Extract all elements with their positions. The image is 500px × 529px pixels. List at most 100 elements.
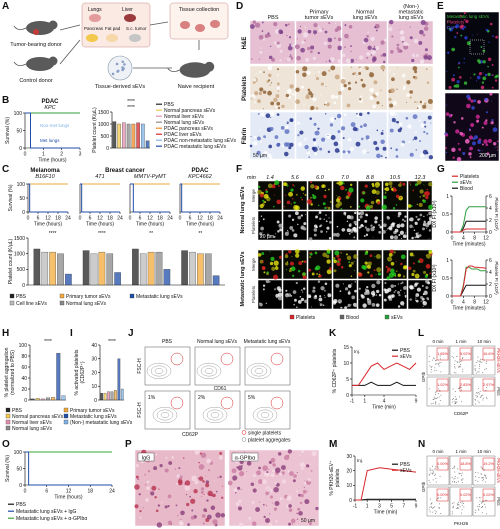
- micrograph-texture: [381, 129, 384, 132]
- flow-event: [429, 506, 431, 508]
- y-tick-label: 10: [91, 384, 97, 390]
- micrograph-texture: [367, 271, 370, 274]
- micrograph-texture: [362, 149, 367, 154]
- micrograph-texture: [262, 38, 265, 41]
- micrograph-texture: [482, 76, 487, 81]
- micrograph-texture: [349, 215, 354, 220]
- micrograph-texture: [409, 298, 412, 301]
- micrograph-texture: [325, 102, 328, 105]
- micrograph-texture: [292, 290, 297, 294]
- panel-letter: P: [125, 439, 132, 450]
- label: ****: [108, 339, 116, 345]
- micrograph-texture: [354, 289, 357, 293]
- micrograph-texture: [359, 125, 363, 129]
- label: 20 µm: [260, 234, 274, 240]
- micrograph-texture: [266, 195, 269, 199]
- micrograph-texture: [262, 231, 264, 233]
- micrograph-texture: [326, 226, 330, 230]
- micrograph-texture: [491, 63, 494, 66]
- micrograph-texture: [376, 153, 381, 159]
- micrograph-texture: [400, 237, 403, 240]
- flow-event: [475, 392, 477, 394]
- micrograph-texture: [456, 80, 460, 84]
- micrograph-texture: [278, 255, 282, 259]
- micrograph-texture: [266, 471, 269, 474]
- micrograph-texture: [423, 222, 427, 226]
- micrograph-texture: [139, 510, 142, 513]
- x-tick-label: 1: [366, 504, 369, 510]
- micrograph-texture: [416, 203, 418, 205]
- micrograph-texture: [415, 54, 419, 57]
- legend-swatch: [384, 314, 390, 320]
- micrograph-texture: [380, 220, 382, 221]
- y-tick-label: 1500: [14, 236, 25, 242]
- flow-event: [438, 507, 440, 509]
- flow-event: [433, 396, 435, 398]
- y2-tick-label: 2: [489, 282, 492, 288]
- sev-icon: [123, 63, 126, 66]
- micrograph-texture: [168, 461, 173, 465]
- bar: [57, 253, 64, 286]
- bar: [40, 398, 45, 401]
- micrograph-texture: [191, 450, 193, 452]
- x-tick-label: 18: [87, 489, 93, 495]
- micrograph-texture: [265, 190, 269, 194]
- micrograph-texture: [485, 143, 489, 147]
- micrograph-texture: [483, 120, 488, 126]
- micrograph-texture: [387, 256, 393, 262]
- micrograph-texture: [227, 480, 233, 486]
- label: Melanoma: [30, 168, 60, 174]
- micrograph-texture: [312, 289, 316, 293]
- micrograph-texture: [294, 185, 295, 187]
- micrograph-texture: [262, 202, 265, 204]
- x-tick-label: 1: [42, 152, 45, 158]
- legend-label: sEVs: [391, 315, 403, 321]
- micrograph-texture: [484, 97, 488, 102]
- micrograph-texture: [445, 104, 447, 106]
- micrograph-texture: [329, 221, 332, 224]
- micrograph-texture: [252, 78, 257, 82]
- flow-event: [482, 476, 484, 478]
- micrograph-texture: [263, 515, 266, 519]
- micrograph-texture: [268, 79, 271, 82]
- micrograph-texture: [358, 205, 361, 208]
- micrograph-texture: [301, 260, 304, 263]
- micrograph-texture: [302, 489, 307, 494]
- gate: [459, 457, 472, 471]
- micrograph-texture: [261, 479, 267, 485]
- micrograph-texture: [422, 194, 426, 198]
- micrograph-texture: [299, 462, 305, 468]
- micrograph-texture: [418, 137, 420, 139]
- flow-event: [474, 365, 476, 367]
- bar: [49, 251, 56, 286]
- micrograph-texture: [301, 85, 305, 89]
- flow-event: [456, 355, 458, 357]
- flow-event: [429, 365, 431, 367]
- micrograph-texture: [314, 294, 318, 298]
- flow-event: [459, 506, 461, 508]
- micrograph-texture: [278, 29, 283, 35]
- micrograph-texture: [487, 138, 492, 143]
- micrograph-texture: [307, 294, 312, 299]
- x-tick-label: 12: [147, 216, 153, 222]
- micrograph-texture: [307, 46, 311, 51]
- y-tick-label: 500: [17, 267, 26, 273]
- flow-event: [434, 398, 436, 400]
- x-tick-label: 0: [129, 216, 132, 222]
- gate: [482, 378, 495, 392]
- bar: [122, 122, 126, 149]
- micrograph-texture: [191, 475, 197, 482]
- flow-event: [479, 364, 481, 366]
- micrograph-texture: [271, 266, 276, 271]
- micrograph-texture: [394, 284, 397, 287]
- micrograph-texture: [306, 199, 313, 205]
- flow-event: [433, 472, 435, 474]
- micrograph-texture: [349, 146, 354, 152]
- micrograph-texture: [375, 253, 381, 259]
- x-tick-label: 0: [24, 152, 27, 158]
- micrograph-texture: [300, 196, 302, 199]
- micrograph-texture: [396, 120, 400, 124]
- micrograph-texture: [427, 281, 431, 285]
- micrograph-texture: [183, 457, 185, 459]
- label: Platelets: [251, 285, 256, 303]
